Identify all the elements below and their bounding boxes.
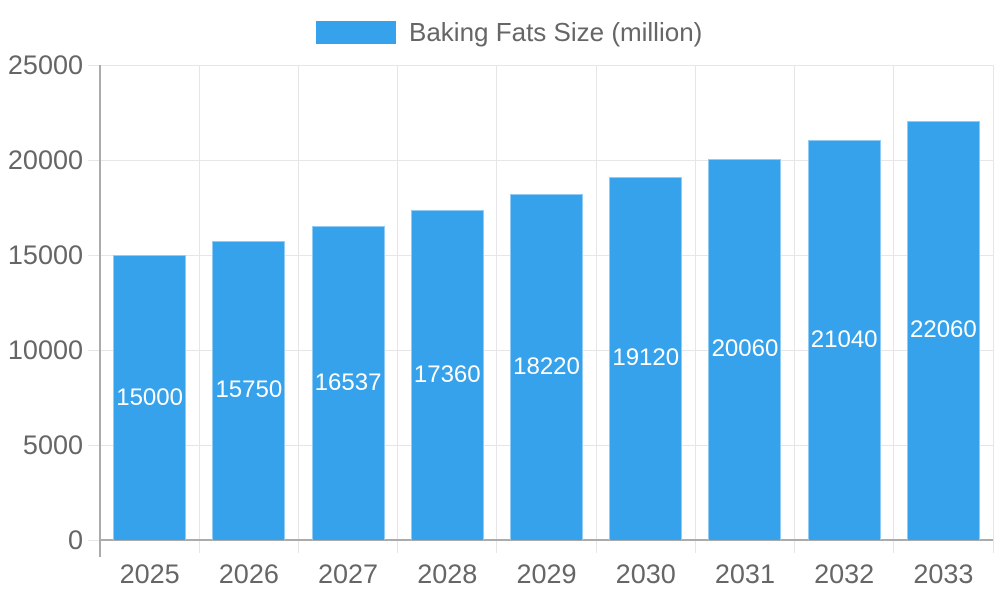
x-axis-tick-label: 2030 [615, 559, 676, 589]
x-gridline [397, 65, 399, 553]
x-axis-tick-label: 2025 [119, 559, 180, 589]
x-gridline [297, 65, 299, 553]
bar[interactable] [906, 120, 980, 540]
y-axis-tick-label: 20000 [7, 144, 83, 175]
y-gridline [100, 159, 993, 161]
y-axis-tick-mark [88, 64, 100, 66]
bar[interactable] [113, 255, 187, 540]
x-gridline [992, 65, 994, 553]
y-axis-tick-mark [88, 539, 100, 541]
y-gridline [100, 64, 993, 66]
x-axis-tick-label: 2027 [318, 559, 379, 589]
y-axis-tick-label: 15000 [7, 239, 83, 270]
y-axis-tick-mark [88, 444, 100, 446]
legend-item[interactable]: Baking Fats Size (million) [316, 18, 702, 46]
y-axis-tick-label: 0 [67, 524, 83, 555]
y-axis-line [99, 65, 101, 557]
x-axis-tick-label: 2033 [913, 559, 974, 589]
x-gridline [198, 65, 200, 553]
x-axis-tick-label: 2032 [814, 559, 875, 589]
y-axis-tick-label: 25000 [7, 49, 83, 80]
bar[interactable] [410, 210, 484, 540]
x-axis-tick-label: 2026 [218, 559, 279, 589]
bar[interactable] [311, 225, 385, 540]
y-axis-tick-mark [88, 254, 100, 256]
legend-swatch [316, 20, 396, 44]
x-axis-tick-label: 2029 [516, 559, 577, 589]
y-axis-tick-label: 5000 [22, 429, 83, 460]
x-gridline [794, 65, 796, 553]
bar[interactable] [708, 158, 782, 540]
x-gridline [893, 65, 895, 553]
x-axis-line [100, 539, 993, 541]
bar[interactable] [510, 193, 583, 540]
x-axis-tick-label: 2031 [714, 559, 775, 589]
y-axis-tick-label: 10000 [7, 334, 83, 365]
x-gridline [694, 65, 696, 553]
legend-label: Baking Fats Size (million) [409, 17, 703, 47]
x-axis-tick-label: 2028 [417, 559, 478, 589]
x-gridline [496, 65, 498, 553]
bar[interactable] [212, 240, 286, 540]
bar[interactable] [609, 176, 683, 540]
x-gridline [595, 65, 597, 553]
bar[interactable] [807, 140, 881, 540]
y-axis-tick-mark [88, 349, 100, 351]
y-axis-tick-mark [88, 159, 100, 161]
